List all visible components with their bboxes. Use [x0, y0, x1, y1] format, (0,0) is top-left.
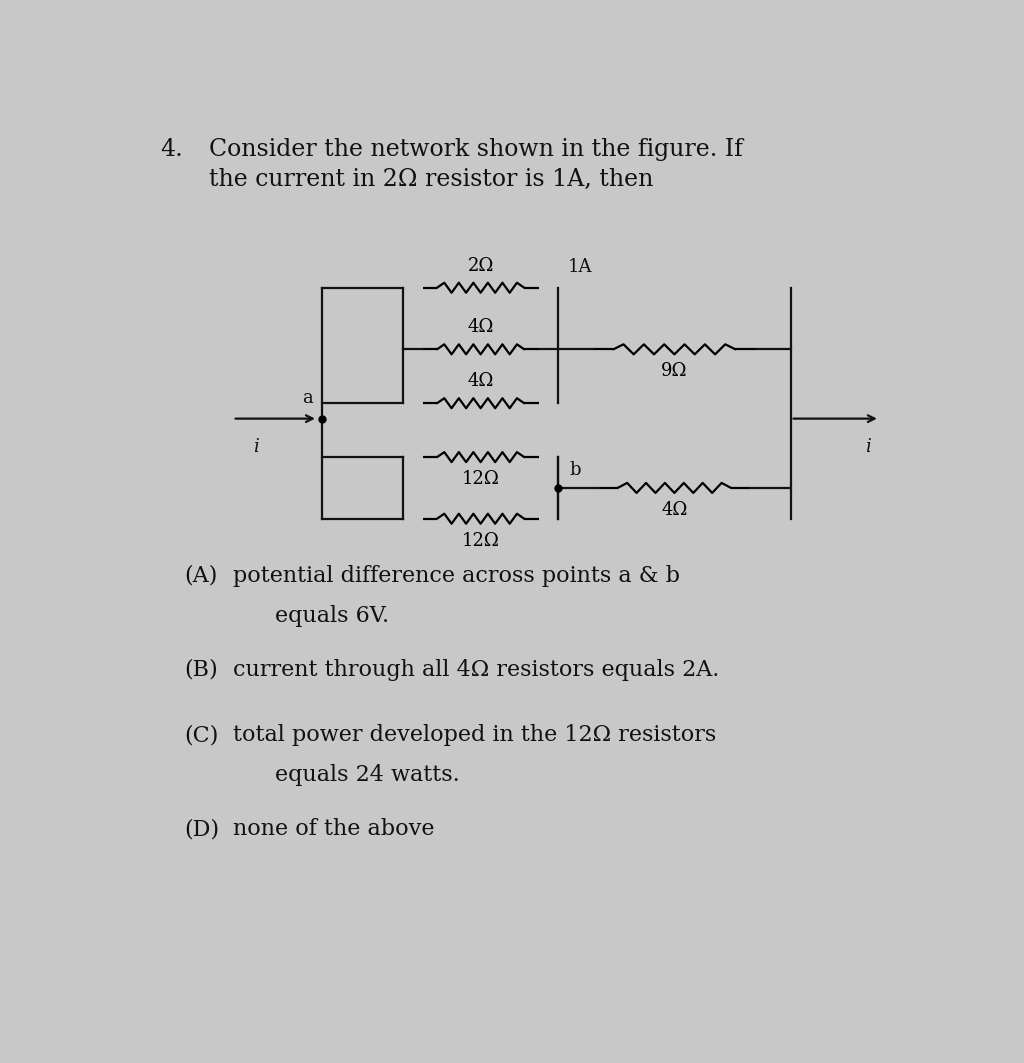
Text: (D): (D): [183, 819, 219, 840]
Text: 4.: 4.: [161, 137, 183, 161]
Text: 9Ω: 9Ω: [662, 362, 688, 381]
Text: 2Ω: 2Ω: [467, 256, 494, 274]
Text: potential difference across points a & b: potential difference across points a & b: [232, 564, 680, 587]
Text: 12Ω: 12Ω: [462, 470, 500, 488]
Text: 1A: 1A: [567, 258, 592, 276]
Text: b: b: [569, 460, 581, 478]
Text: 4Ω: 4Ω: [467, 318, 494, 336]
Text: (B): (B): [183, 659, 217, 681]
Text: none of the above: none of the above: [232, 819, 434, 840]
Text: i: i: [253, 438, 259, 456]
Text: the current in 2Ω resistor is 1A, then: the current in 2Ω resistor is 1A, then: [209, 168, 653, 191]
Text: (C): (C): [183, 724, 218, 746]
Text: equals 24 watts.: equals 24 watts.: [275, 764, 460, 787]
Text: a: a: [302, 389, 312, 407]
Text: Consider the network shown in the figure. If: Consider the network shown in the figure…: [209, 137, 743, 161]
Text: equals 6V.: equals 6V.: [275, 605, 389, 627]
Text: total power developed in the 12Ω resistors: total power developed in the 12Ω resisto…: [232, 724, 716, 746]
Text: 4Ω: 4Ω: [662, 501, 687, 519]
Text: (A): (A): [183, 564, 217, 587]
Text: i: i: [865, 438, 871, 456]
Text: 4Ω: 4Ω: [467, 372, 494, 390]
Text: 12Ω: 12Ω: [462, 532, 500, 550]
Text: current through all 4Ω resistors equals 2A.: current through all 4Ω resistors equals …: [232, 659, 719, 681]
